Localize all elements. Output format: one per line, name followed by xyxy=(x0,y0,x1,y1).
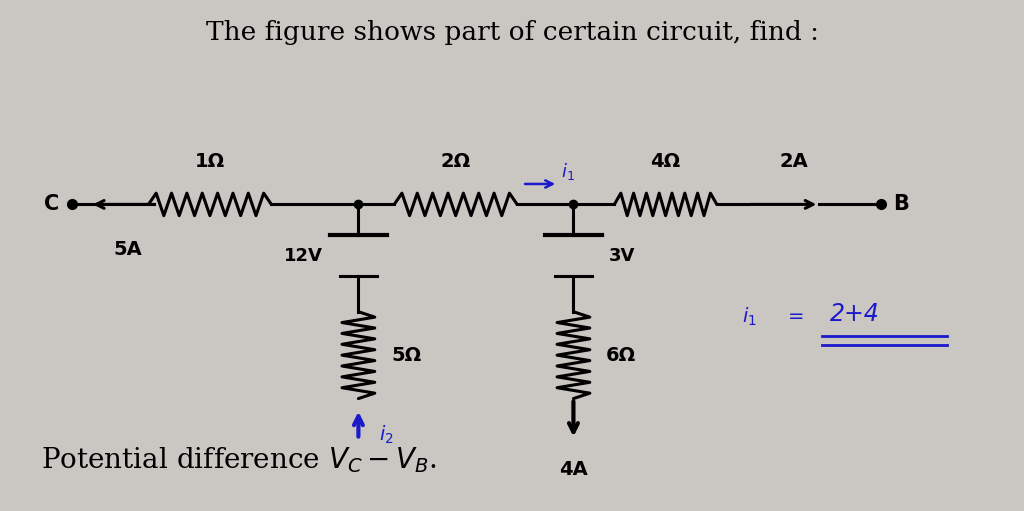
Text: B: B xyxy=(893,194,909,215)
Text: 2+4: 2+4 xyxy=(829,303,880,326)
Text: 3V: 3V xyxy=(609,246,636,265)
Text: 2A: 2A xyxy=(779,152,808,171)
Text: =: = xyxy=(788,307,811,327)
Text: Potential difference $V_C - V_B$.: Potential difference $V_C - V_B$. xyxy=(41,446,437,475)
Text: 4A: 4A xyxy=(559,460,588,479)
Text: $i_1$: $i_1$ xyxy=(561,160,575,182)
Text: 5Ω: 5Ω xyxy=(391,345,421,365)
Text: $i_1$: $i_1$ xyxy=(742,306,757,328)
Text: 4Ω: 4Ω xyxy=(650,152,681,171)
Text: 12V: 12V xyxy=(284,246,323,265)
Text: The figure shows part of certain circuit, find :: The figure shows part of certain circuit… xyxy=(206,20,818,45)
Text: 5A: 5A xyxy=(114,240,142,259)
Text: $i_2$: $i_2$ xyxy=(379,423,393,446)
Text: 2Ω: 2Ω xyxy=(440,152,471,171)
Text: 1Ω: 1Ω xyxy=(195,152,225,171)
Text: C: C xyxy=(44,194,59,215)
Text: 6Ω: 6Ω xyxy=(606,345,636,365)
